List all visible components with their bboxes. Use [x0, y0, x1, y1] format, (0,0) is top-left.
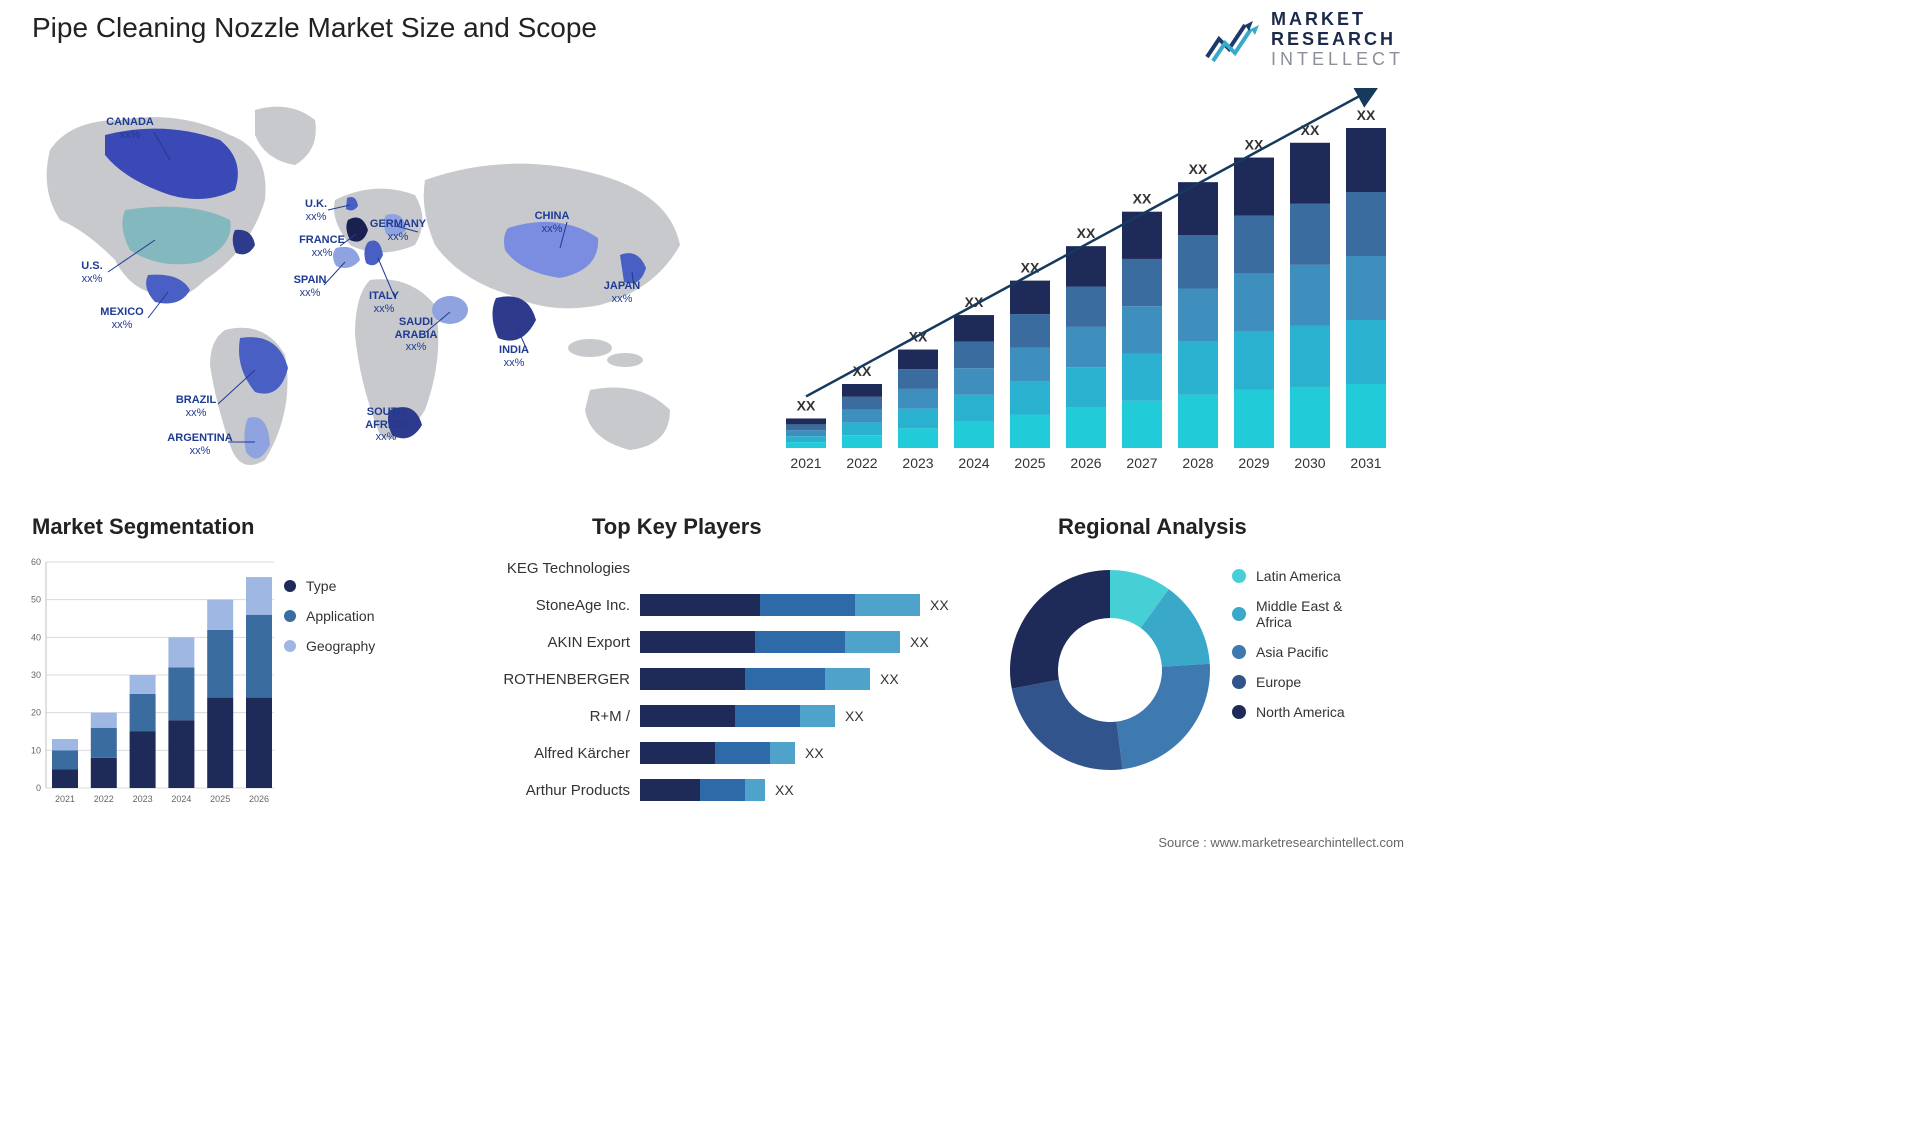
seg-legend-geography: Geography [284, 638, 375, 654]
segmentation-chart: 0 10 20 30 40 50 60 2021 2022 2023 2024 2025 2026 [18, 550, 278, 810]
map-label-brazil: BRAZILxx% [176, 394, 216, 419]
kp-row-keg-technologies: KEG Technologies [460, 552, 960, 584]
kp-bars [640, 631, 900, 653]
key-players-title: Top Key Players [592, 514, 762, 540]
svg-text:XX: XX [1301, 122, 1320, 138]
reg-legend-asia-pacific: Asia Pacific [1232, 644, 1345, 660]
regional-title: Regional Analysis [1058, 514, 1247, 540]
svg-text:2029: 2029 [1238, 455, 1269, 471]
reg-legend-latin-america: Latin America [1232, 568, 1345, 584]
svg-text:2030: 2030 [1294, 455, 1325, 471]
kp-value: XX [880, 671, 899, 687]
logo-text-2: RESEARCH [1271, 30, 1404, 50]
world-map: CANADAxx% U.S.xx% MEXICOxx% BRAZILxx% ARGENT… [30, 80, 710, 480]
brand-logo: MARKET RESEARCH INTELLECT [1205, 10, 1404, 69]
map-label-south-africa: SOUTHAFRICAxx% [365, 406, 407, 444]
svg-text:2025: 2025 [210, 794, 230, 804]
key-players-chart: KEG TechnologiesStoneAge Inc.XXAKIN Expo… [460, 552, 960, 822]
kp-bars [640, 705, 835, 727]
kp-value: XX [930, 597, 949, 613]
kp-label: ROTHENBERGER [460, 671, 640, 688]
kp-label: KEG Technologies [460, 560, 640, 577]
svg-text:40: 40 [31, 632, 41, 642]
svg-text:2026: 2026 [1070, 455, 1101, 471]
map-label-saudi-arabia: SAUDIARABIAxx% [395, 316, 438, 354]
logo-text-3: INTELLECT [1271, 50, 1404, 70]
map-label-spain: SPAINxx% [294, 274, 327, 299]
map-label-argentina: ARGENTINAxx% [167, 432, 232, 457]
svg-text:XX: XX [1357, 107, 1376, 123]
svg-text:30: 30 [31, 670, 41, 680]
kp-row-r-m-: R+M / XX [460, 700, 960, 732]
map-label-india: INDIAxx% [499, 344, 529, 369]
svg-text:2025: 2025 [1014, 455, 1045, 471]
logo-icon [1205, 17, 1261, 63]
map-label-china: CHINAxx% [535, 210, 570, 235]
kp-value: XX [805, 745, 824, 761]
seg-legend-application: Application [284, 608, 375, 624]
regional-donut [1000, 560, 1220, 780]
reg-legend-europe: Europe [1232, 674, 1345, 690]
kp-label: StoneAge Inc. [460, 597, 640, 614]
reg-legend-north-america: North America [1232, 704, 1345, 720]
svg-text:60: 60 [31, 557, 41, 567]
svg-text:XX: XX [797, 397, 816, 413]
svg-text:10: 10 [31, 745, 41, 755]
kp-value: XX [910, 634, 929, 650]
svg-text:XX: XX [1189, 161, 1208, 177]
svg-text:20: 20 [31, 708, 41, 718]
kp-row-stoneage-inc-: StoneAge Inc. XX [460, 589, 960, 621]
kp-bars [640, 779, 765, 801]
kp-bars [640, 594, 920, 616]
source-text: Source : www.marketresearchintellect.com [1158, 835, 1404, 850]
svg-text:XX: XX [1021, 260, 1040, 276]
map-label-germany: GERMANYxx% [370, 218, 426, 243]
map-label-japan: JAPANxx% [604, 280, 640, 305]
svg-text:2028: 2028 [1182, 455, 1213, 471]
kp-value: XX [845, 708, 864, 724]
svg-text:0: 0 [36, 783, 41, 793]
kp-value: XX [775, 782, 794, 798]
svg-text:2024: 2024 [958, 455, 989, 471]
kp-label: R+M / [460, 708, 640, 725]
svg-text:2021: 2021 [790, 455, 821, 471]
reg-legend-middle-east-africa: Middle East &Africa [1232, 598, 1345, 630]
map-label-france: FRANCExx% [299, 234, 345, 259]
svg-text:50: 50 [31, 595, 41, 605]
kp-row-rothenberger: ROTHENBERGER XX [460, 663, 960, 695]
map-label-mexico: MEXICOxx% [100, 306, 143, 331]
kp-label: Alfred Kärcher [460, 745, 640, 762]
kp-row-alfred-k-rcher: Alfred Kärcher XX [460, 737, 960, 769]
svg-text:2023: 2023 [133, 794, 153, 804]
map-label-u-s-: U.S.xx% [81, 260, 102, 285]
svg-text:2023: 2023 [902, 455, 933, 471]
svg-text:2022: 2022 [94, 794, 114, 804]
map-label-italy: ITALYxx% [369, 290, 399, 315]
kp-bars [640, 742, 795, 764]
svg-text:2031: 2031 [1350, 455, 1381, 471]
kp-row-akin-export: AKIN Export XX [460, 626, 960, 658]
kp-label: Arthur Products [460, 782, 640, 799]
segmentation-legend: Type Application Geography [284, 578, 375, 668]
growth-bar-chart: XX 2021 XX 2022 XX 2023 XX 2024 XX 2025 XX 2026 XX 20… [766, 88, 1406, 478]
svg-text:2022: 2022 [846, 455, 877, 471]
kp-label: AKIN Export [460, 634, 640, 651]
seg-legend-type: Type [284, 578, 375, 594]
svg-text:2027: 2027 [1126, 455, 1157, 471]
logo-text-1: MARKET [1271, 10, 1404, 30]
svg-text:2024: 2024 [171, 794, 191, 804]
svg-text:XX: XX [1133, 191, 1152, 207]
map-label-u-k-: U.K.xx% [305, 198, 327, 223]
svg-text:2026: 2026 [249, 794, 269, 804]
kp-bars [640, 668, 870, 690]
map-label-canada: CANADAxx% [106, 116, 154, 141]
kp-row-arthur-products: Arthur Products XX [460, 774, 960, 806]
svg-text:2021: 2021 [55, 794, 75, 804]
regional-legend: Latin America Middle East &Africa Asia Pac… [1232, 568, 1345, 734]
page-title: Pipe Cleaning Nozzle Market Size and Sco… [32, 12, 597, 44]
segmentation-title: Market Segmentation [32, 514, 255, 540]
svg-text:XX: XX [1077, 225, 1096, 241]
